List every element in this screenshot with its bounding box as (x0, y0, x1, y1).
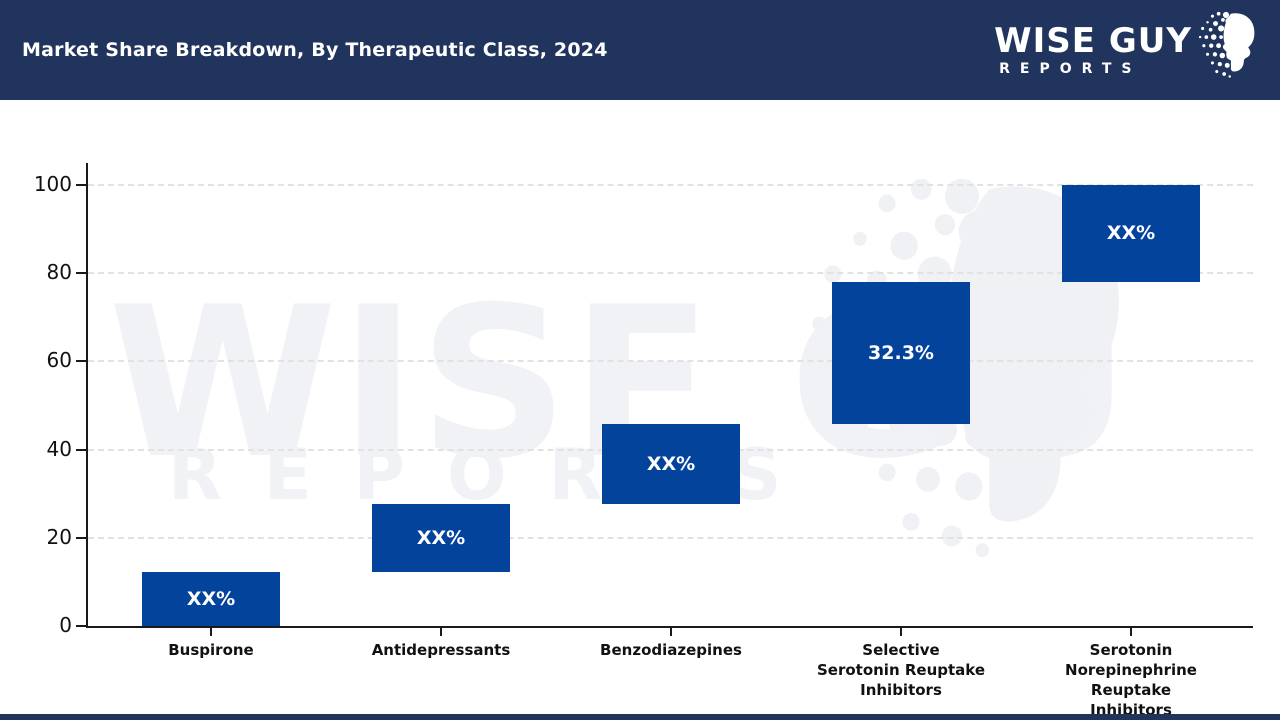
y-axis-tick (76, 360, 86, 363)
y-axis-tick-label: 20 (46, 524, 72, 549)
gridline-60 (88, 360, 1253, 363)
logo-reports-text: REPORTS (999, 60, 1142, 77)
category-label-line: Serotonin Reuptake (816, 661, 986, 679)
x-axis-tick (670, 626, 672, 636)
bottom-strip (0, 714, 1280, 720)
y-axis-line (86, 163, 88, 628)
header: Market Share Breakdown, By Therapeutic C… (0, 0, 1280, 100)
logo-wiseguy-text: WISE GUY (994, 20, 1192, 61)
bar-value-label: XX% (646, 452, 696, 475)
gridline-20 (88, 536, 1253, 539)
category-label-line: Benzodiazepines (600, 641, 742, 659)
category-label: Serotonin Norepinephrine Reuptake Inhibitor… (1011, 640, 1251, 720)
dotted-head-icon (1198, 11, 1255, 78)
bar-value-label: XX% (416, 526, 466, 549)
category-label: Selective Serotonin Reuptake Inhibitors (781, 640, 1021, 700)
category-label: Benzodiazepines (551, 640, 791, 660)
category-label-line: Norepinephrine (1065, 661, 1197, 679)
page-title: Market Share Breakdown, By Therapeutic C… (22, 39, 608, 61)
gridline-80 (88, 272, 1253, 275)
bar-value-label: XX% (186, 587, 236, 610)
y-axis-tick (76, 536, 86, 539)
y-axis-tick (76, 184, 86, 186)
bar-5: XX% (1062, 185, 1200, 282)
y-axis-tick (76, 448, 86, 451)
y-axis-tick-label: 100 (33, 172, 72, 196)
y-axis-tick-label: 80 (46, 260, 72, 285)
category-label-line: Reuptake (1090, 681, 1172, 699)
x-axis-tick (900, 626, 902, 636)
bar-3: XX% (602, 424, 740, 504)
y-axis-tick-label: 0 (59, 613, 72, 637)
x-axis-tick (440, 626, 442, 636)
y-axis-tick-label: 40 (46, 436, 72, 461)
y-axis-tick (76, 625, 86, 627)
y-axis-tick (76, 272, 86, 275)
bar-value-label: 32.3% (868, 341, 934, 364)
category-label-line: Inhibitors (860, 681, 942, 699)
category-label-line: Buspirone (168, 641, 254, 659)
category-label: Buspirone (91, 640, 331, 660)
category-label: Antidepressants (321, 640, 561, 660)
wise-guy-reports-logo: WISE GUY REPORTS (994, 10, 1266, 90)
category-label-line: Selective (862, 641, 940, 659)
category-label-line: Serotonin (1089, 641, 1173, 659)
y-axis-tick-label: 60 (46, 348, 72, 373)
bar-2: XX% (372, 503, 510, 572)
category-label-line: Antidepressants (371, 641, 511, 659)
bar-1: XX% (142, 571, 280, 626)
x-axis-tick (210, 626, 212, 636)
gridline-100 (88, 184, 1253, 186)
x-axis-line (86, 626, 1253, 628)
logo-text: WISE GUY REPORTS (994, 24, 1192, 77)
bar-value-label: XX% (1106, 222, 1156, 245)
x-axis-tick (1130, 626, 1132, 636)
bar-4: 32.3% (832, 281, 970, 425)
